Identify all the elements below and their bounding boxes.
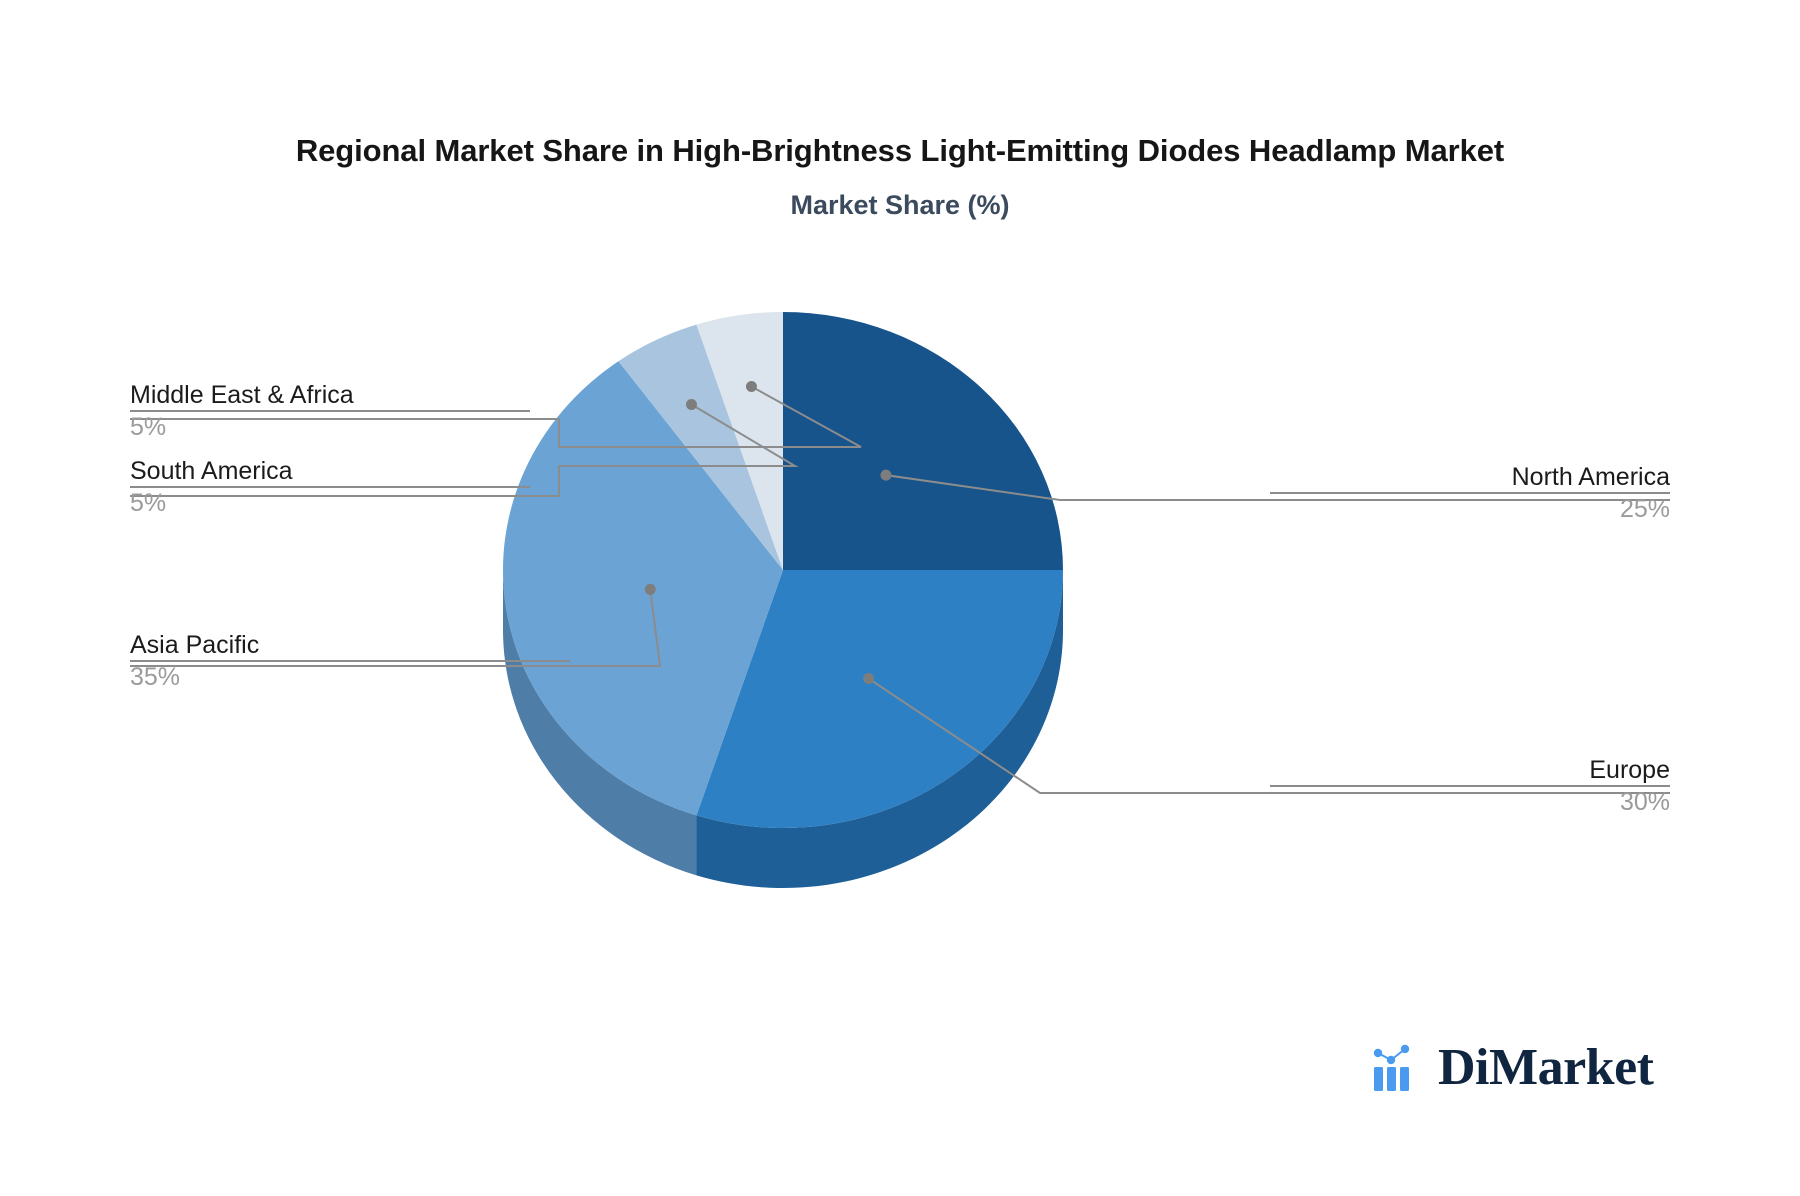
callout-europe: Europe 30% <box>1270 755 1670 817</box>
callout-asia-pacific: Asia Pacific 35% <box>130 630 570 692</box>
pie-slice-side <box>696 570 1063 888</box>
callout-rule-middle-east-africa <box>130 410 530 412</box>
pie-slice-europe[interactable] <box>696 570 1063 829</box>
callout-rule-north-america <box>1270 492 1670 494</box>
callout-label-asia-pacific: Asia Pacific <box>130 631 260 659</box>
callout-label-south-america: South America <box>130 457 293 485</box>
pie-slice-north-america[interactable] <box>783 312 1063 570</box>
callout-north-america: North America 25% <box>1270 462 1670 524</box>
bar-chart-icon <box>1373 1044 1410 1091</box>
leader-dot <box>685 398 697 410</box>
callout-rule-south-america <box>130 486 530 488</box>
dimarket-logo: DiMarket <box>1372 1039 1654 1096</box>
leader-line <box>868 677 1670 794</box>
leader-dot <box>644 583 656 595</box>
chart-title: Regional Market Share in High-Brightness… <box>295 133 1505 168</box>
leader-dot <box>863 673 875 685</box>
pie-slice-asia-pacific[interactable] <box>503 361 783 816</box>
leader-line <box>130 403 799 497</box>
leader-dot <box>880 469 892 481</box>
chart-subtitle: Market Share (%) <box>790 190 1010 220</box>
callout-value-asia-pacific: 35% <box>130 663 181 691</box>
callout-middle-east-africa: Middle East & Africa 5% <box>130 380 530 442</box>
callout-label-north-america: North America <box>1511 463 1670 491</box>
dimarket-wordmark: DiMarket <box>1438 1039 1654 1096</box>
pie-slice-side <box>503 570 697 876</box>
callout-rule-europe <box>1270 785 1670 787</box>
callout-value-middle-east-africa: 5% <box>130 413 167 441</box>
leader-line <box>130 385 862 448</box>
callout-value-europe: 30% <box>1619 788 1670 816</box>
pie-top-faces <box>503 312 1063 829</box>
callout-value-north-america: 25% <box>1619 495 1670 523</box>
callout-south-america: South America 5% <box>130 456 530 518</box>
callout-label-middle-east-africa: Middle East & Africa <box>130 381 354 409</box>
pie-leader-lines <box>130 381 1670 794</box>
pie-depth-sides <box>503 570 1063 888</box>
callout-rule-asia-pacific <box>130 660 570 662</box>
leader-line <box>885 474 1670 501</box>
callout-label-europe: Europe <box>1589 756 1670 784</box>
leader-dot <box>745 381 757 393</box>
pie-slice-middle-east-africa[interactable] <box>696 312 783 570</box>
leader-line <box>130 589 662 667</box>
callout-value-south-america: 5% <box>130 489 167 517</box>
